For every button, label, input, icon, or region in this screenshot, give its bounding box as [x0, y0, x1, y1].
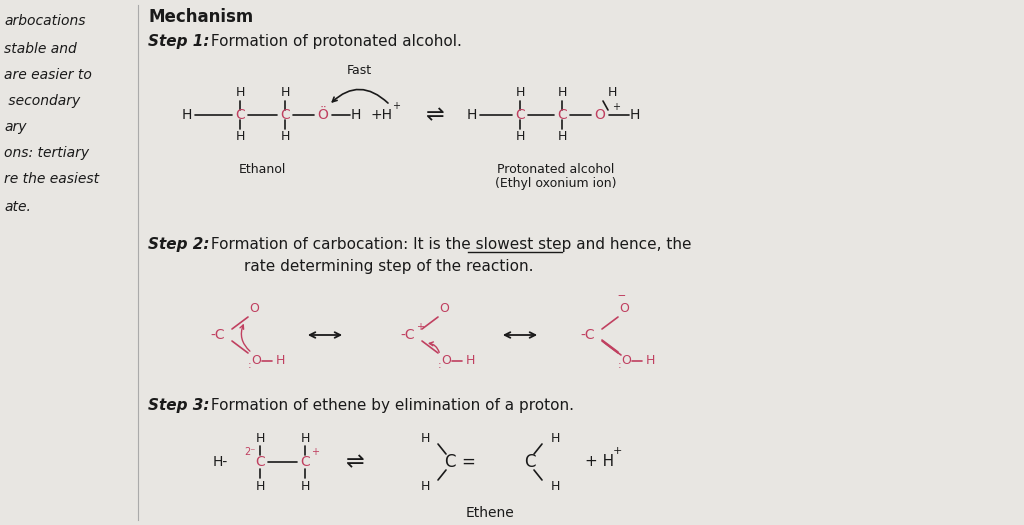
Text: +H: +H — [371, 108, 393, 122]
Text: C: C — [524, 453, 536, 471]
Text: 2⁻: 2⁻ — [245, 447, 256, 457]
Text: +: + — [392, 101, 400, 111]
Text: O: O — [251, 354, 261, 367]
Text: stable and: stable and — [4, 42, 77, 56]
Text: H: H — [515, 87, 524, 100]
Text: ⇌: ⇌ — [426, 105, 444, 125]
Text: (Ethyl oxonium ion): (Ethyl oxonium ion) — [496, 177, 616, 190]
Text: re the easiest: re the easiest — [4, 172, 99, 186]
Text: +: + — [311, 447, 319, 457]
Text: C: C — [515, 108, 525, 122]
Text: =: = — [461, 453, 475, 471]
Text: Mechanism: Mechanism — [148, 8, 253, 26]
Text: ary: ary — [4, 120, 27, 134]
Text: H: H — [550, 432, 560, 445]
Text: O: O — [439, 302, 449, 316]
Text: Ethene: Ethene — [466, 506, 514, 520]
Text: H: H — [467, 108, 477, 122]
Text: H: H — [236, 87, 245, 100]
Text: Ethanol: Ethanol — [239, 163, 286, 176]
Text: H: H — [281, 131, 290, 143]
Text: C: C — [444, 453, 456, 471]
Text: -C: -C — [581, 328, 595, 342]
Text: C: C — [255, 455, 265, 469]
Text: O: O — [620, 302, 629, 316]
Text: +: + — [613, 446, 623, 456]
Text: Fast: Fast — [346, 64, 372, 77]
Text: H: H — [236, 131, 245, 143]
Text: :: : — [248, 360, 252, 370]
Text: H: H — [607, 87, 616, 100]
Text: + H: + H — [585, 455, 614, 469]
Text: arbocations: arbocations — [4, 14, 85, 28]
Text: H: H — [630, 108, 640, 122]
Text: ⇌: ⇌ — [346, 452, 365, 472]
Text: rate determining step of the reaction.: rate determining step of the reaction. — [244, 259, 534, 274]
Text: H-: H- — [212, 455, 227, 469]
Text: +: + — [416, 322, 424, 332]
Text: H: H — [550, 479, 560, 492]
Text: Protonated alcohol: Protonated alcohol — [498, 163, 614, 176]
Text: ons: tertiary: ons: tertiary — [4, 146, 89, 160]
Text: O: O — [595, 108, 605, 122]
Text: H: H — [300, 432, 309, 445]
Text: O: O — [249, 302, 259, 316]
Text: :: : — [438, 360, 441, 370]
Text: O: O — [441, 354, 451, 367]
Text: H: H — [281, 87, 290, 100]
Text: H: H — [351, 108, 361, 122]
Text: H: H — [275, 354, 285, 367]
Text: Step 1:: Step 1: — [148, 34, 210, 49]
Text: H: H — [420, 479, 430, 492]
Text: Step 2:: Step 2: — [148, 237, 210, 252]
Text: Formation of ethene by elimination of a proton.: Formation of ethene by elimination of a … — [206, 398, 574, 413]
Text: secondary: secondary — [4, 94, 80, 108]
Text: Formation of carbocation: It is the slowest step and hence, the: Formation of carbocation: It is the slow… — [206, 237, 691, 252]
Text: -C: -C — [211, 328, 225, 342]
Text: H: H — [557, 131, 566, 143]
Text: H: H — [515, 131, 524, 143]
Text: H: H — [182, 108, 193, 122]
Text: H: H — [645, 354, 654, 367]
Text: C: C — [300, 455, 310, 469]
Text: H: H — [255, 479, 264, 492]
Text: +: + — [612, 102, 620, 112]
Text: C: C — [557, 108, 567, 122]
Text: Formation of protonated alcohol.: Formation of protonated alcohol. — [206, 34, 462, 49]
Text: :: : — [618, 360, 622, 370]
Text: H: H — [465, 354, 475, 367]
Text: Ö: Ö — [317, 108, 329, 122]
Text: -C: -C — [400, 328, 416, 342]
Text: C: C — [281, 108, 290, 122]
Text: C: C — [236, 108, 245, 122]
Text: O: O — [622, 354, 631, 367]
Text: H: H — [557, 87, 566, 100]
Text: H: H — [420, 432, 430, 445]
Text: H: H — [255, 432, 264, 445]
Text: are easier to: are easier to — [4, 68, 92, 82]
Text: ate.: ate. — [4, 200, 31, 214]
Text: Step 3:: Step 3: — [148, 398, 210, 413]
Text: H: H — [300, 479, 309, 492]
